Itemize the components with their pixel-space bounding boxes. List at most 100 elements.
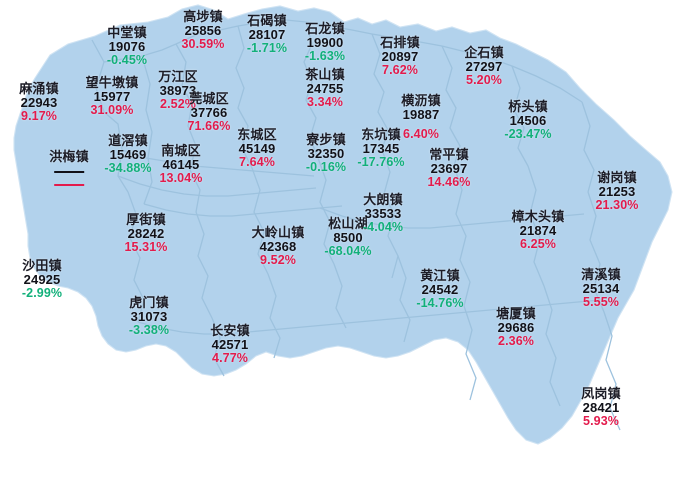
region-pct: 5.20% <box>466 73 502 88</box>
region-pct: 9.17% <box>21 109 57 124</box>
region-name: 东坑镇 <box>361 127 401 142</box>
region-value: 24925 <box>23 272 61 288</box>
region-label-fenggang[interactable]: 凤岗镇 28421 5.93% <box>581 386 621 429</box>
region-pct-dash <box>49 178 89 192</box>
region-label-guancheng[interactable]: 莞城区 37766 71.66% <box>187 91 231 134</box>
region-pct: -14.76% <box>416 296 464 311</box>
region-pct: 7.64% <box>239 155 275 170</box>
region-value: 19900 <box>306 35 344 51</box>
region-value: 25856 <box>184 23 222 39</box>
region-pct: 21.30% <box>595 198 639 213</box>
region-name: 望牛墩镇 <box>85 75 139 90</box>
region-label-changping[interactable]: 常平镇 23697 14.46% <box>427 147 471 190</box>
region-name: 麻涌镇 <box>19 81 59 96</box>
region-label-shatian[interactable]: 沙田镇 24925 -2.99% <box>22 258 62 301</box>
region-label-chashan[interactable]: 茶山镇 24755 3.34% <box>305 67 345 110</box>
region-name: 沙田镇 <box>22 258 62 273</box>
region-value: 28107 <box>248 27 286 43</box>
region-value: 19887 <box>402 107 440 123</box>
region-name: 厚街镇 <box>126 212 166 227</box>
region-label-hengli[interactable]: 横沥镇 19887 <box>401 93 441 123</box>
region-label-dongkeng[interactable]: 东坑镇 17345 -17.76% <box>357 127 404 170</box>
region-name: 企石镇 <box>464 45 504 60</box>
region-value: 37766 <box>190 105 228 121</box>
region-name: 南城区 <box>161 143 201 158</box>
region-name: 石排镇 <box>380 35 420 50</box>
region-pct: -68.04% <box>324 244 372 259</box>
region-name: 长安镇 <box>210 323 250 338</box>
region-pct: -3.38% <box>128 323 170 338</box>
pct-placeholder-dash <box>53 183 84 186</box>
region-label-dalang[interactable]: 大朗镇 33533 -4.04% <box>362 192 404 235</box>
region-name: 虎门镇 <box>129 295 169 310</box>
region-value-dash <box>49 164 89 178</box>
region-label-shilong[interactable]: 石龙镇 19900 -1.63% <box>304 21 346 64</box>
region-label-zhongtang[interactable]: 中堂镇 19076 -0.45% <box>107 25 147 68</box>
region-value: 20897 <box>381 49 419 65</box>
region-pct-hengli[interactable]: 6.40% <box>403 127 439 142</box>
region-label-zhangmutou[interactable]: 樟木头镇 21874 6.25% <box>511 209 565 252</box>
region-value: 32350 <box>307 146 345 162</box>
region-label-gaobu[interactable]: 高埗镇 25856 30.59% <box>182 9 225 52</box>
region-label-songshanhu[interactable]: 松山湖 8500 -68.04% <box>324 216 372 259</box>
region-name: 高埗镇 <box>183 9 223 24</box>
region-value: 21874 <box>519 223 557 239</box>
region-pct: 5.93% <box>583 414 619 429</box>
value-placeholder-dash <box>53 170 84 173</box>
region-name: 石龙镇 <box>305 21 345 36</box>
region-value: 19076 <box>108 39 146 55</box>
region-name: 黄江镇 <box>420 268 460 283</box>
region-value: 24755 <box>306 81 344 97</box>
region-pct: 15.31% <box>124 240 168 255</box>
region-name: 东城区 <box>237 127 277 142</box>
region-label-nancheng[interactable]: 南城区 46145 13.04% <box>159 143 203 186</box>
region-label-tangxia[interactable]: 塘厦镇 29686 2.36% <box>496 306 536 349</box>
region-value: 8500 <box>333 230 363 246</box>
region-name: 樟木头镇 <box>511 209 565 224</box>
region-pct: -1.63% <box>304 49 346 64</box>
region-pct: 7.62% <box>382 63 418 78</box>
region-pct: -4.04% <box>362 220 404 235</box>
region-label-liaobu[interactable]: 寮步镇 32350 -0.16% <box>306 132 346 175</box>
region-name: 横沥镇 <box>401 93 441 108</box>
region-label-humen[interactable]: 虎门镇 31073 -3.38% <box>128 295 170 338</box>
region-label-changan[interactable]: 长安镇 42571 4.77% <box>210 323 250 366</box>
region-label-qingxi[interactable]: 清溪镇 25134 5.55% <box>581 267 621 310</box>
region-label-daojiao[interactable]: 道滘镇 15469 -34.88% <box>104 133 151 176</box>
region-label-dalingshan[interactable]: 大岭山镇 42368 9.52% <box>252 225 305 268</box>
map-regions <box>13 4 673 445</box>
region-value: 46145 <box>162 157 200 173</box>
region-name: 桥头镇 <box>508 99 548 114</box>
region-value: 14506 <box>509 113 547 129</box>
region-pct: 2.52% <box>160 97 196 112</box>
region-pct: 13.04% <box>159 171 203 186</box>
region-label-hongmei[interactable]: 洪梅镇 <box>49 149 89 192</box>
region-label-xiegang[interactable]: 谢岗镇 21253 21.30% <box>595 170 639 213</box>
region-label-qiaotou[interactable]: 桥头镇 14506 -23.47% <box>504 99 551 142</box>
region-pct: 3.34% <box>307 95 343 110</box>
region-value: 25134 <box>582 281 620 297</box>
region-label-wangniudun[interactable]: 望牛墩镇 15977 31.09% <box>85 75 139 118</box>
region-name: 塘厦镇 <box>496 306 536 321</box>
region-label-shipai[interactable]: 石排镇 20897 7.62% <box>380 35 420 78</box>
region-label-qishi[interactable]: 企石镇 27297 5.20% <box>464 45 504 88</box>
region-pct: 71.66% <box>187 119 231 134</box>
region-label-machong[interactable]: 麻涌镇 22943 9.17% <box>19 81 59 124</box>
region-value: 29686 <box>497 320 535 336</box>
region-value: 38973 <box>159 83 197 99</box>
region-label-houjie[interactable]: 厚街镇 28242 15.31% <box>124 212 168 255</box>
region-label-dongcheng[interactable]: 东城区 45149 7.64% <box>237 127 277 170</box>
region-name: 清溪镇 <box>581 267 621 282</box>
region-value: 27297 <box>465 59 503 75</box>
region-name: 石碣镇 <box>247 13 287 28</box>
region-label-shijie[interactable]: 石碣镇 28107 -1.71% <box>247 13 287 56</box>
region-name: 万江区 <box>158 69 198 84</box>
region-pct: 14.46% <box>427 175 471 190</box>
region-value: 42368 <box>259 239 297 255</box>
region-label-wanjiang[interactable]: 万江区 38973 2.52% <box>158 69 198 112</box>
region-value: 28242 <box>127 226 165 242</box>
region-name: 谢岗镇 <box>597 170 637 185</box>
region-label-huangjiang[interactable]: 黄江镇 24542 -14.76% <box>416 268 464 311</box>
region-pct: 9.52% <box>260 253 296 268</box>
